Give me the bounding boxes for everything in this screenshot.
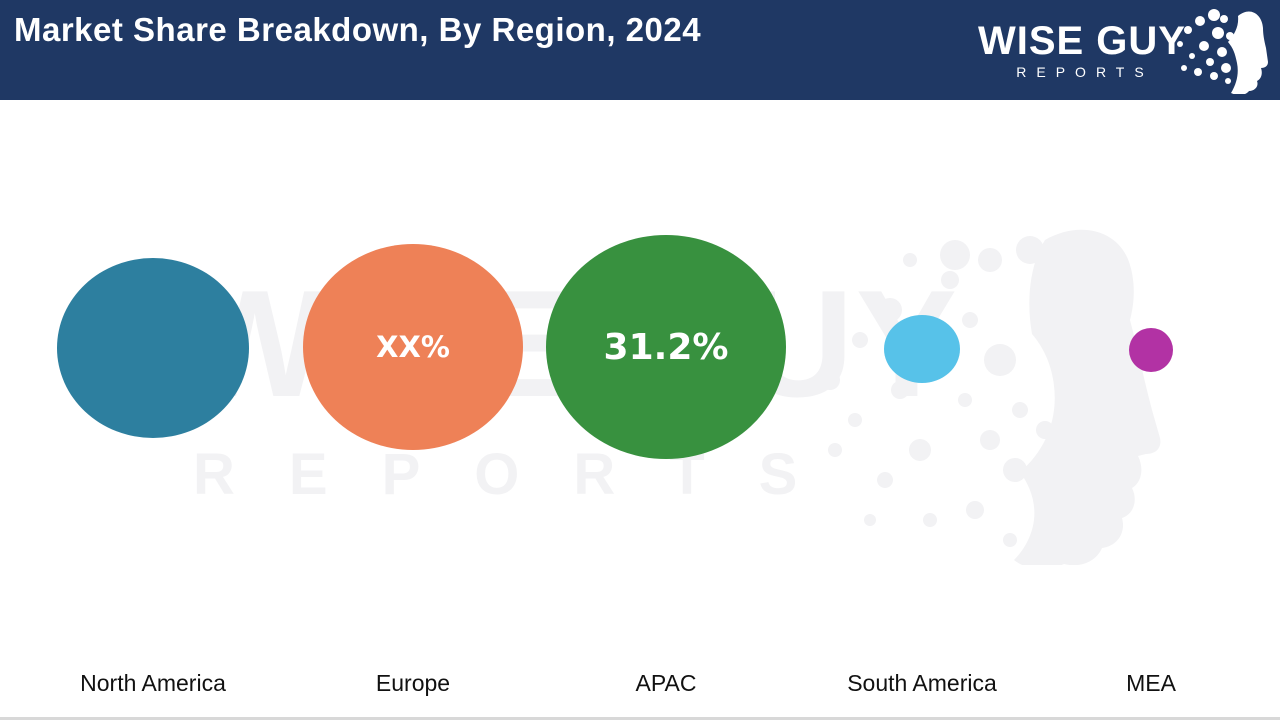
bubble-apac: 31.2% <box>546 235 786 459</box>
bottom-edge-strip <box>0 717 1280 720</box>
wise-guy-logo: WISE GUY REPORTS <box>978 6 1268 94</box>
logo-text: WISE GUY REPORTS <box>978 21 1186 79</box>
category-label-apac: APAC <box>635 670 697 696</box>
logo-wordmark: WISE GUY <box>977 19 1186 63</box>
bubble-chart: WISE GUY REPORTS XX% <box>0 100 1280 717</box>
bubble-south-america <box>884 315 960 383</box>
bubble-north-america <box>57 258 249 438</box>
page-title: Market Share Breakdown, By Region, 2024 <box>14 11 702 48</box>
bubble-value-europe: XX% <box>376 330 450 364</box>
category-label-north-america: North America <box>80 670 226 696</box>
header-bar: Market Share Breakdown, By Region, 2024 … <box>0 0 1280 100</box>
watermark-face-icon <box>820 229 1161 565</box>
bubble-value-apac: 31.2% <box>603 326 729 368</box>
face-profile-icon <box>1177 9 1268 94</box>
category-label-mea: MEA <box>1126 670 1176 696</box>
bubble-europe: XX% <box>303 244 523 450</box>
bubble-mea <box>1129 328 1173 372</box>
logo-subtitle: REPORTS <box>1016 64 1154 80</box>
category-label-europe: Europe <box>375 670 451 696</box>
category-label-south-america: South America <box>847 670 997 696</box>
